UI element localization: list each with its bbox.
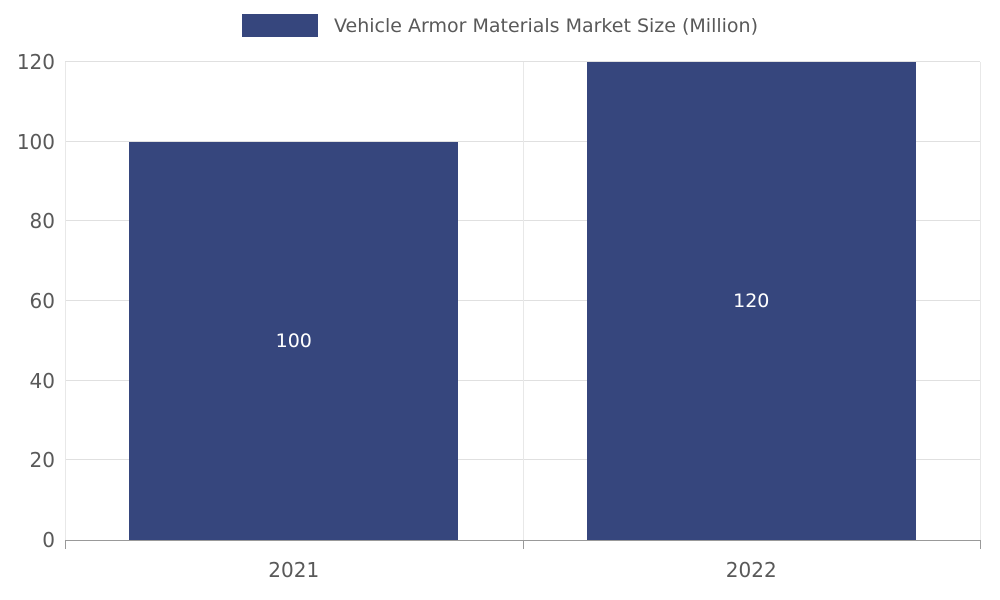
- gridline-vertical: [980, 62, 981, 540]
- y-tick-label: 40: [29, 368, 55, 393]
- bar-2022: 120: [586, 62, 916, 540]
- x-axis-tick: [522, 540, 524, 549]
- bar-value-label: 120: [733, 290, 770, 312]
- y-tick-label: 20: [29, 448, 55, 473]
- gridline-horizontal: [65, 61, 980, 62]
- y-tick-label: 80: [29, 209, 55, 234]
- y-tick-label: 120: [16, 50, 55, 74]
- x-tick-label: 2021: [268, 558, 320, 582]
- y-tick-label: 100: [16, 129, 55, 154]
- y-tick-label: 60: [29, 289, 55, 313]
- bar-value-label: 100: [275, 329, 312, 352]
- x-tick-label: 2022: [725, 558, 777, 582]
- legend-item[interactable]: Vehicle Armor Materials Market Size (Mil…: [242, 14, 758, 37]
- gridline-vertical: [522, 62, 524, 540]
- plot-area: 100 120: [65, 61, 981, 540]
- gridline-vertical: [65, 62, 66, 540]
- legend-label: Vehicle Armor Materials Market Size (Mil…: [334, 14, 758, 37]
- legend-swatch: [242, 14, 319, 37]
- x-axis-labels: 2021 2022: [65, 558, 980, 588]
- x-axis-tick: [980, 540, 981, 549]
- x-axis-ticks: [65, 540, 981, 549]
- bar-2021: 100: [129, 141, 459, 540]
- x-axis-tick: [65, 540, 66, 549]
- legend: Vehicle Armor Materials Market Size (Mil…: [0, 14, 1000, 37]
- y-tick-label: 0: [42, 528, 55, 552]
- y-axis: 0 20 40 60 80 100 120: [0, 0, 57, 600]
